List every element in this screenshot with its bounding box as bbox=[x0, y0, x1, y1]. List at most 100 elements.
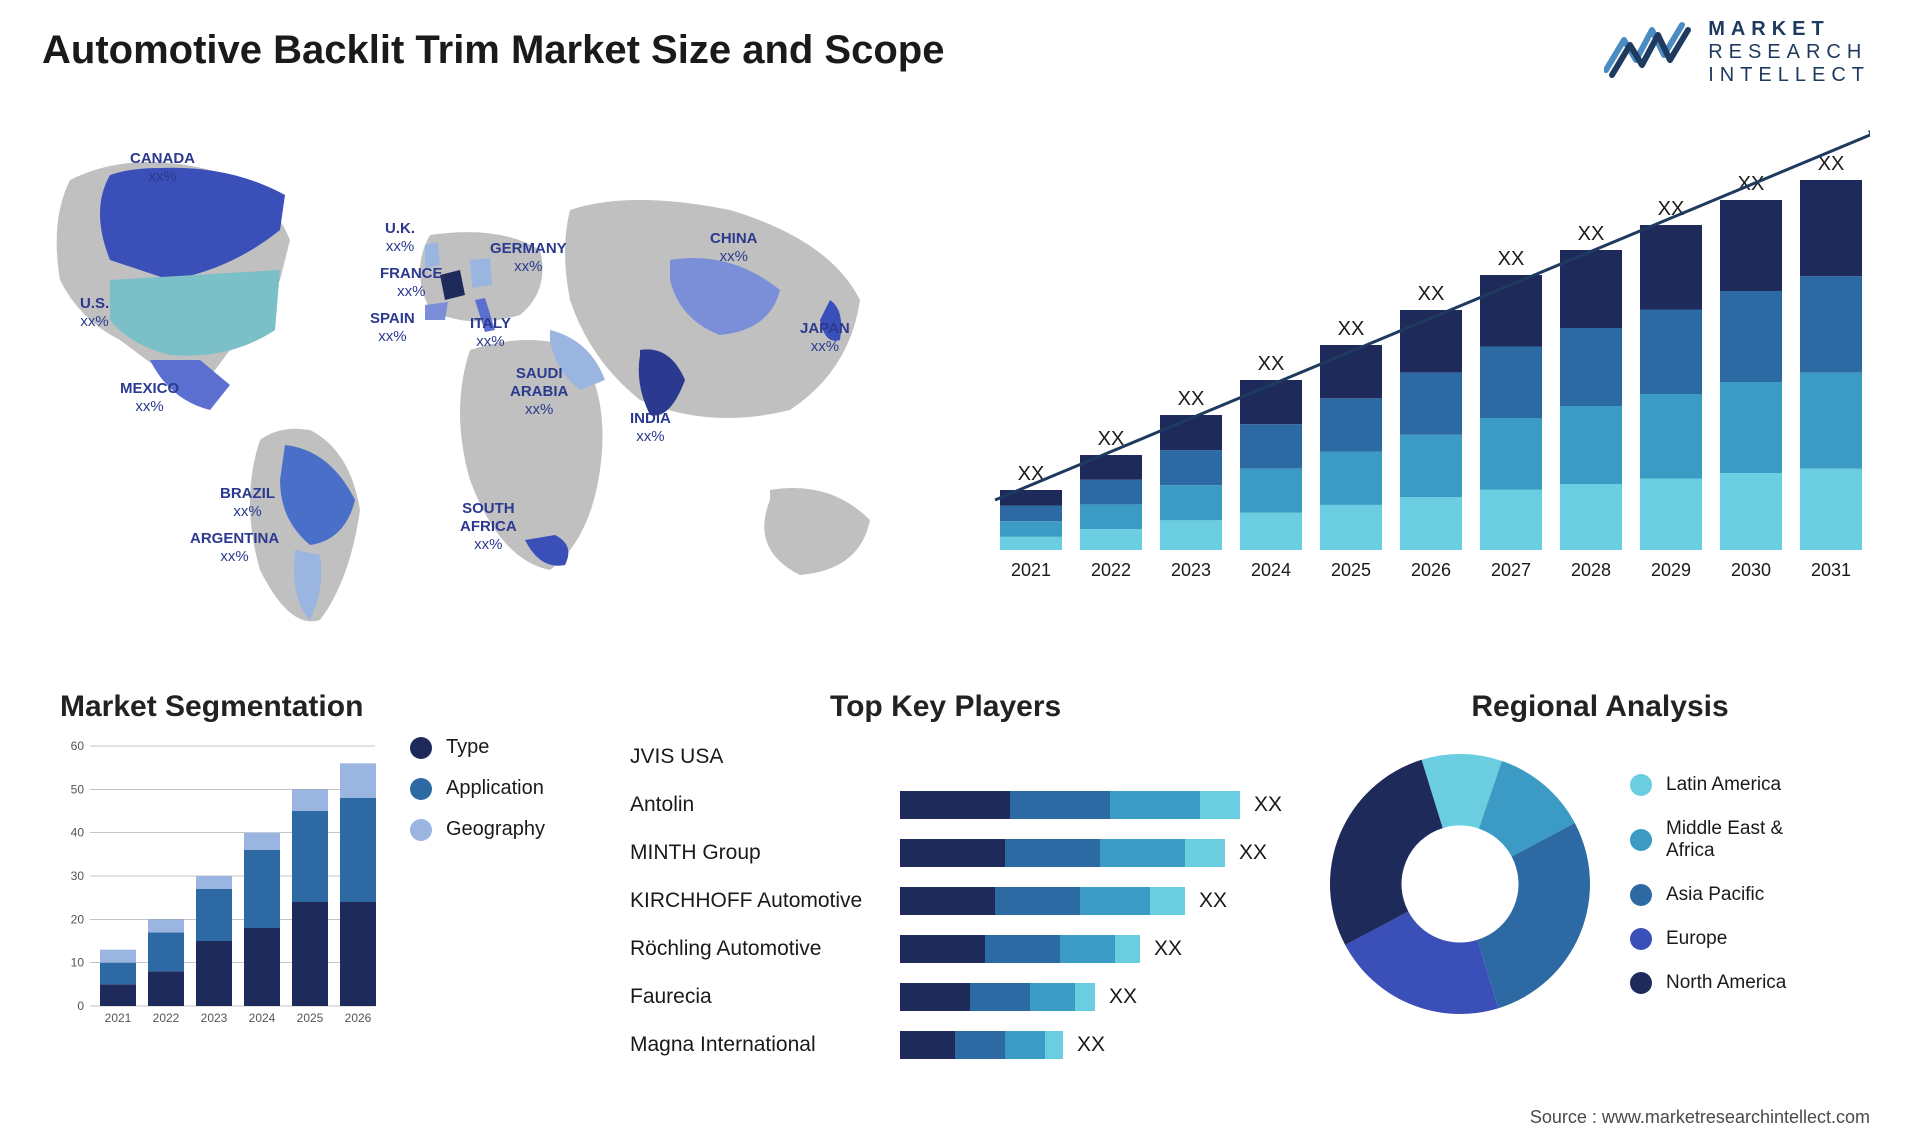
svg-text:20: 20 bbox=[71, 912, 85, 926]
regional-legend-item: Asia Pacific bbox=[1630, 884, 1786, 906]
player-bar bbox=[900, 887, 1185, 915]
map-label-u-s-: U.S.xx% bbox=[80, 295, 109, 331]
logo-text: MARKET RESEARCH INTELLECT bbox=[1708, 18, 1870, 87]
segmentation-legend: Type Application Geography bbox=[410, 736, 545, 841]
svg-text:2022: 2022 bbox=[153, 1011, 180, 1025]
segmentation-section: Market Segmentation 0 10 20 30 40 50 60 2021 202… bbox=[60, 690, 620, 1036]
player-value: XX bbox=[1254, 793, 1282, 817]
player-value: XX bbox=[1154, 937, 1182, 961]
player-row: AntolinXX bbox=[630, 784, 1270, 826]
svg-text:XX: XX bbox=[1178, 388, 1205, 410]
svg-text:2021: 2021 bbox=[1011, 560, 1051, 580]
regional-legend-item: Middle East &Africa bbox=[1630, 818, 1786, 862]
growth-chart: XX2021XX2022XX2023XX2024XX2025XX2026XX20… bbox=[980, 130, 1870, 610]
logo-line1: MARKET bbox=[1708, 18, 1870, 41]
map-label-italy: ITALYxx% bbox=[470, 315, 511, 351]
svg-text:30: 30 bbox=[71, 869, 85, 883]
players-section: Top Key Players JVIS USAAntolinXXMINTH G… bbox=[630, 690, 1270, 1066]
regional-legend-item: North America bbox=[1630, 972, 1786, 994]
player-row: MINTH Group XX bbox=[630, 832, 1270, 874]
svg-text:2024: 2024 bbox=[249, 1011, 276, 1025]
map-label-canada: CANADAxx% bbox=[130, 150, 195, 186]
svg-text:2031: 2031 bbox=[1811, 560, 1851, 580]
players-title: Top Key Players bbox=[830, 690, 1270, 724]
player-bar bbox=[900, 1031, 1063, 1059]
segmentation-chart: 0 10 20 30 40 50 60 2021 2022 2023 2024 2025 2026 bbox=[60, 736, 380, 1036]
player-bar bbox=[900, 935, 1140, 963]
player-name: Antolin bbox=[630, 793, 900, 817]
svg-text:2028: 2028 bbox=[1571, 560, 1611, 580]
map-label-india: INDIAxx% bbox=[630, 410, 671, 446]
segmentation-title: Market Segmentation bbox=[60, 690, 620, 724]
map-label-france: FRANCExx% bbox=[380, 265, 443, 301]
seg-legend-item: Application bbox=[410, 777, 545, 800]
svg-text:2023: 2023 bbox=[201, 1011, 228, 1025]
page-title: Automotive Backlit Trim Market Size and … bbox=[42, 28, 944, 73]
svg-text:2022: 2022 bbox=[1091, 560, 1131, 580]
regional-donut bbox=[1320, 744, 1600, 1024]
svg-text:2026: 2026 bbox=[345, 1011, 372, 1025]
svg-text:2023: 2023 bbox=[1171, 560, 1211, 580]
player-name: JVIS USA bbox=[630, 745, 900, 769]
player-name: Faurecia bbox=[630, 985, 900, 1009]
map-label-brazil: BRAZILxx% bbox=[220, 485, 275, 521]
svg-text:2029: 2029 bbox=[1651, 560, 1691, 580]
player-bar bbox=[900, 839, 1225, 867]
svg-text:XX: XX bbox=[1498, 248, 1525, 270]
svg-text:XX: XX bbox=[1258, 353, 1285, 375]
svg-text:2025: 2025 bbox=[1331, 560, 1371, 580]
player-value: XX bbox=[1239, 841, 1267, 865]
brand-logo: MARKET RESEARCH INTELLECT bbox=[1604, 18, 1870, 87]
player-row: JVIS USA bbox=[630, 736, 1270, 778]
svg-text:2026: 2026 bbox=[1411, 560, 1451, 580]
logo-line3: INTELLECT bbox=[1708, 64, 1870, 87]
svg-text:2021: 2021 bbox=[105, 1011, 132, 1025]
map-label-china: CHINAxx% bbox=[710, 230, 758, 266]
world-map: CANADAxx% U.S.xx% MEXICOxx% BRAZILxx% ARGENT… bbox=[30, 120, 930, 680]
seg-legend-item: Geography bbox=[410, 818, 545, 841]
map-label-spain: SPAINxx% bbox=[370, 310, 415, 346]
svg-text:50: 50 bbox=[71, 782, 85, 796]
player-value: XX bbox=[1077, 1033, 1105, 1057]
player-name: KIRCHHOFF Automotive bbox=[630, 889, 900, 913]
regional-legend: Latin America Middle East &Africa Asia Pac… bbox=[1630, 774, 1786, 994]
player-value: XX bbox=[1199, 889, 1227, 913]
player-name: MINTH Group bbox=[630, 841, 900, 865]
player-row: Faurecia XX bbox=[630, 976, 1270, 1018]
map-label-u-k-: U.K.xx% bbox=[385, 220, 415, 256]
regional-legend-item: Latin America bbox=[1630, 774, 1786, 796]
player-bar bbox=[900, 791, 1240, 819]
svg-text:XX: XX bbox=[1578, 223, 1605, 245]
source-text: Source : www.marketresearchintellect.com bbox=[1530, 1107, 1870, 1128]
player-name: Magna International bbox=[630, 1033, 900, 1057]
map-label-argentina: ARGENTINAxx% bbox=[190, 530, 279, 566]
seg-legend-item: Type bbox=[410, 736, 545, 759]
svg-text:2027: 2027 bbox=[1491, 560, 1531, 580]
regional-title: Regional Analysis bbox=[1320, 690, 1880, 724]
regional-section: Regional Analysis Latin America Middle Ea… bbox=[1320, 690, 1880, 1024]
svg-text:XX: XX bbox=[1338, 318, 1365, 340]
svg-text:2024: 2024 bbox=[1251, 560, 1291, 580]
logo-line2: RESEARCH bbox=[1708, 41, 1870, 64]
svg-text:10: 10 bbox=[71, 956, 85, 970]
players-list: JVIS USAAntolinXXMINTH GroupXXKIRCHHOFF … bbox=[630, 736, 1270, 1066]
player-row: Röchling Automotive XX bbox=[630, 928, 1270, 970]
map-label-germany: GERMANYxx% bbox=[490, 240, 567, 276]
svg-text:2030: 2030 bbox=[1731, 560, 1771, 580]
player-bar bbox=[900, 983, 1095, 1011]
map-label-saudi-arabia: SAUDIARABIAxx% bbox=[510, 365, 568, 419]
svg-text:60: 60 bbox=[71, 739, 85, 753]
svg-text:40: 40 bbox=[71, 826, 85, 840]
map-label-south-africa: SOUTHAFRICAxx% bbox=[460, 500, 517, 554]
player-value: XX bbox=[1109, 985, 1137, 1009]
map-label-japan: JAPANxx% bbox=[800, 320, 850, 356]
svg-text:0: 0 bbox=[77, 999, 84, 1013]
player-name: Röchling Automotive bbox=[630, 937, 900, 961]
player-row: KIRCHHOFF Automotive XX bbox=[630, 880, 1270, 922]
svg-text:2025: 2025 bbox=[297, 1011, 324, 1025]
svg-text:XX: XX bbox=[1418, 283, 1445, 305]
logo-icon bbox=[1604, 20, 1694, 85]
map-label-mexico: MEXICOxx% bbox=[120, 380, 179, 416]
regional-legend-item: Europe bbox=[1630, 928, 1786, 950]
player-row: Magna International XX bbox=[630, 1024, 1270, 1066]
